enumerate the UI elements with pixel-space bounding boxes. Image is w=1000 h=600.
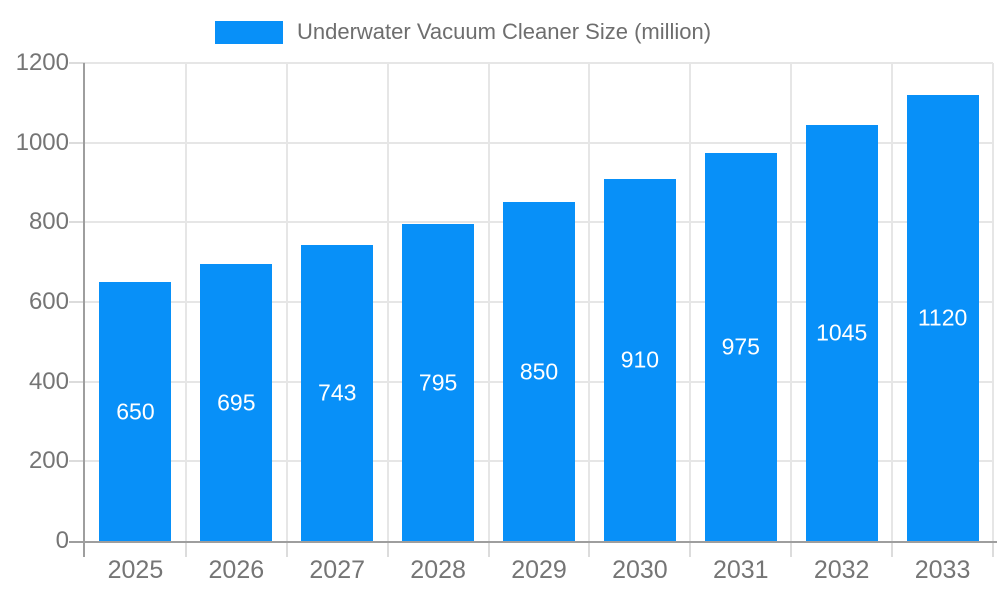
x-tick-mark xyxy=(891,541,894,557)
x-tick-mark xyxy=(285,541,288,557)
x-tick-mark xyxy=(790,541,793,557)
y-axis-tick-label: 800 xyxy=(28,208,69,236)
y-tick-mark xyxy=(69,62,85,64)
bar: 695 xyxy=(200,264,273,541)
x-axis-tick-label: 2029 xyxy=(511,556,567,584)
x-tick-mark xyxy=(487,541,490,557)
vertical-gridline xyxy=(588,63,591,541)
horizontal-gridline xyxy=(85,62,993,64)
x-tick-mark xyxy=(992,541,994,557)
bar-value-label: 850 xyxy=(519,358,559,385)
y-axis-tick-label: 200 xyxy=(28,447,69,475)
y-tick-mark xyxy=(69,460,85,463)
y-axis-tick-label: 400 xyxy=(28,367,69,395)
y-tick-mark xyxy=(69,141,85,144)
legend-swatch xyxy=(215,20,283,44)
y-axis-tick-label: 0 xyxy=(55,527,69,554)
vertical-gridline xyxy=(790,63,793,541)
bar-value-label: 1045 xyxy=(816,319,868,346)
vertical-gridline xyxy=(487,63,490,541)
bar-value-label: 650 xyxy=(116,398,155,425)
y-axis-tick-label: 600 xyxy=(28,288,69,315)
bar-value-label: 743 xyxy=(318,379,357,406)
x-axis-line xyxy=(69,541,997,543)
legend-label: Underwater Vacuum Cleaner Size (million) xyxy=(297,19,712,44)
vertical-gridline xyxy=(992,63,994,541)
bar: 650 xyxy=(99,282,172,541)
x-tick-mark xyxy=(386,541,389,557)
bar-value-label: 795 xyxy=(418,369,458,396)
vertical-gridline xyxy=(689,63,692,541)
legend: Underwater Vacuum Cleaner Size (million) xyxy=(215,19,711,45)
x-axis-tick-label: 2032 xyxy=(813,556,870,584)
y-tick-mark xyxy=(69,301,85,303)
bar: 1120 xyxy=(906,94,979,541)
y-axis-line xyxy=(83,63,85,557)
x-axis-tick-label: 2028 xyxy=(410,556,466,584)
x-axis-tick-label: 2033 xyxy=(914,556,971,584)
y-tick-mark xyxy=(69,221,85,224)
vertical-gridline xyxy=(891,63,894,541)
bar-value-label: 975 xyxy=(721,333,760,360)
bar: 743 xyxy=(301,245,374,541)
x-tick-mark xyxy=(588,541,591,557)
x-axis-tick-label: 2026 xyxy=(208,556,265,584)
bar-value-label: 910 xyxy=(620,346,660,373)
vertical-gridline xyxy=(386,63,389,541)
x-axis-tick-label: 2031 xyxy=(712,556,769,584)
bar: 795 xyxy=(402,224,475,541)
x-axis-tick-label: 2027 xyxy=(309,556,366,584)
bar: 910 xyxy=(603,178,676,541)
vertical-gridline xyxy=(184,63,187,541)
bar: 975 xyxy=(704,152,777,541)
x-axis-tick-label: 2025 xyxy=(107,556,164,584)
vertical-gridline xyxy=(285,63,288,541)
y-axis-tick-label: 1200 xyxy=(15,49,69,76)
y-axis-tick-label: 1000 xyxy=(15,128,69,156)
bar: 850 xyxy=(503,202,575,541)
y-axis-labels: 0 200 400 600 800 1000 1200 xyxy=(0,49,69,554)
x-axis-tick-label: 2030 xyxy=(612,556,668,584)
bar-value-label: 695 xyxy=(217,389,256,416)
plot-area: 650 695 743 795 850 910 975 1045 1120 xyxy=(69,62,997,557)
x-tick-mark xyxy=(184,541,187,557)
x-tick-mark xyxy=(689,541,692,557)
horizontal-gridline xyxy=(85,141,993,144)
y-tick-mark xyxy=(69,380,85,383)
bar-value-label: 1120 xyxy=(917,304,968,331)
x-axis-labels: 2025 2026 2027 2028 2029 2030 2031 2032 2033 xyxy=(85,556,993,588)
bar: 1045 xyxy=(805,124,878,541)
